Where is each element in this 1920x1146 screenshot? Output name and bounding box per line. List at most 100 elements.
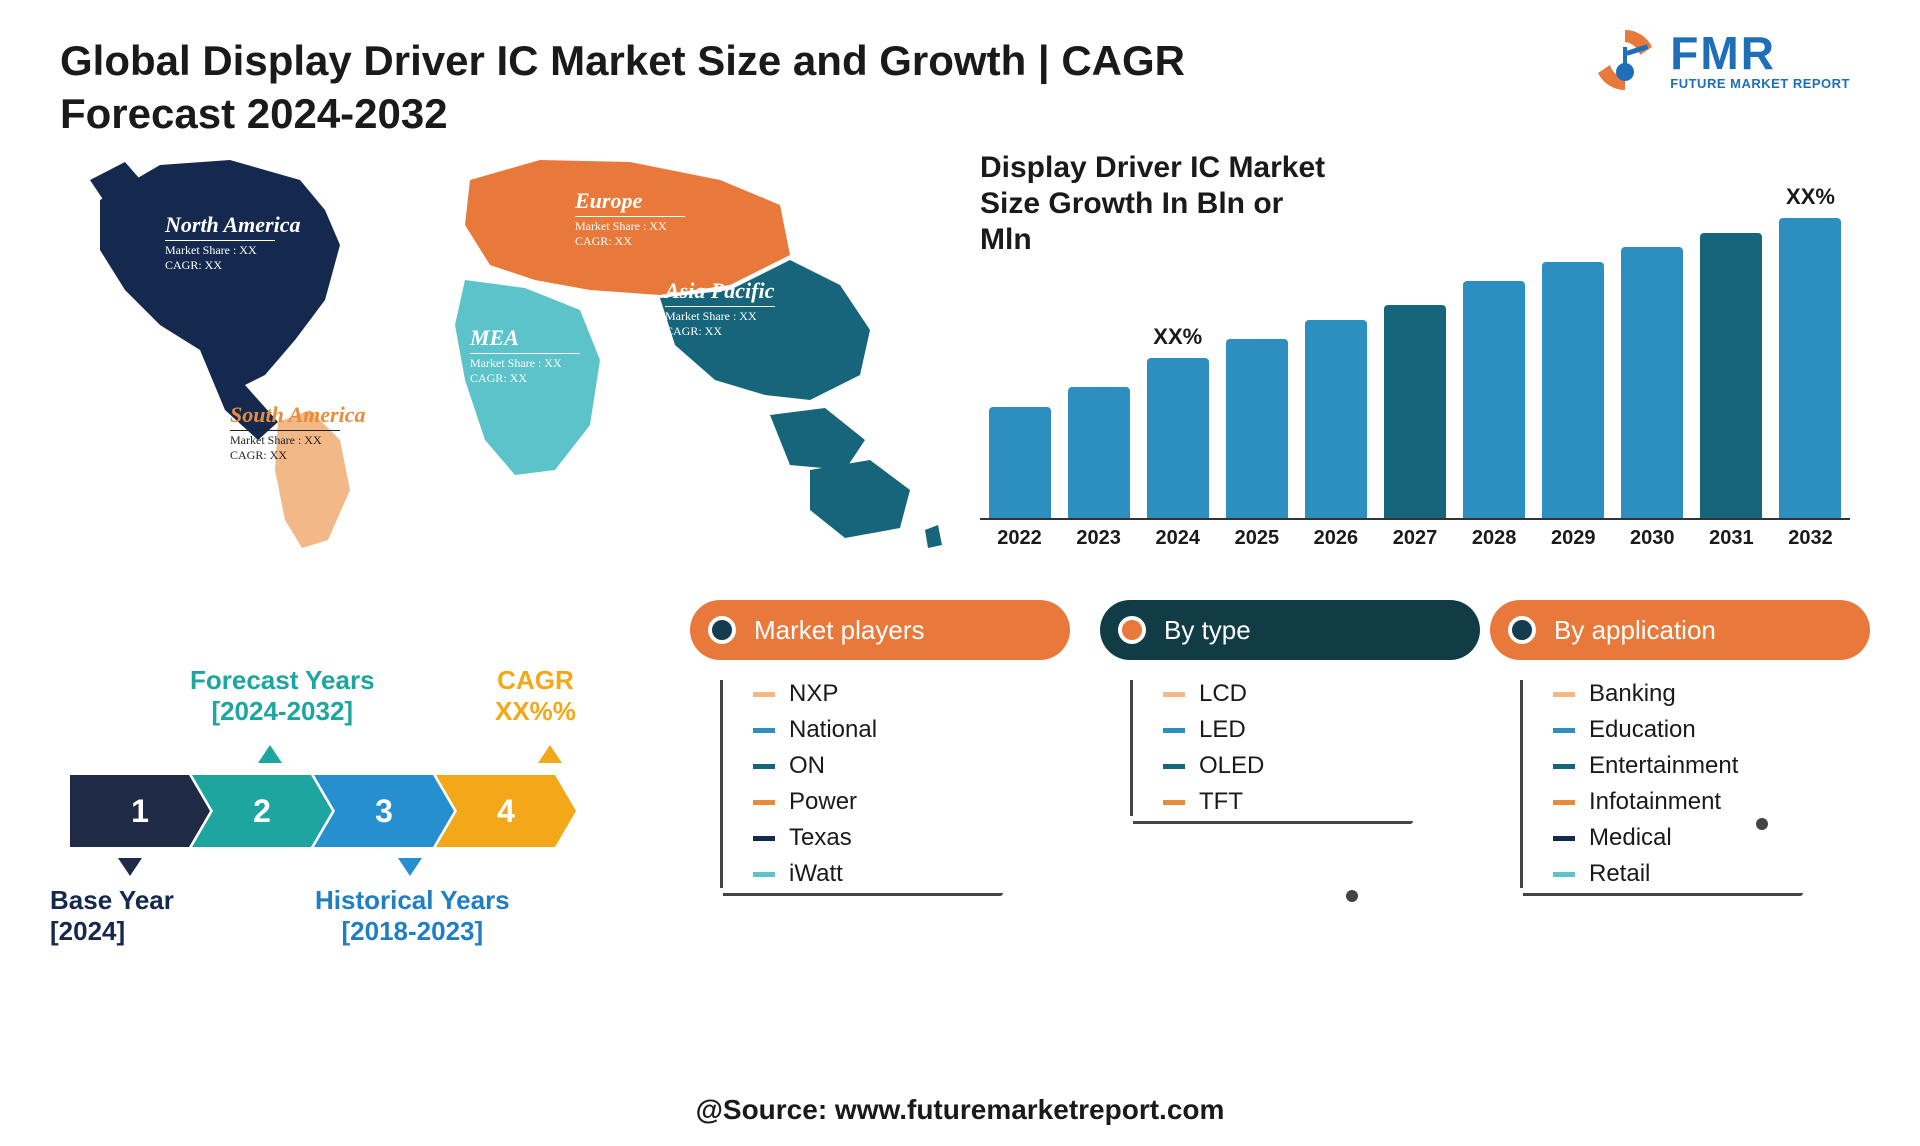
bar-2029: 2029 bbox=[1534, 262, 1613, 518]
tick-icon bbox=[1553, 764, 1575, 769]
bar-annotation: XX% bbox=[1786, 184, 1835, 210]
pill-dot-icon bbox=[1118, 616, 1146, 644]
tick-icon bbox=[1553, 872, 1575, 877]
forecast-years-label: Forecast Years [2024-2032] bbox=[190, 665, 375, 727]
list-item-label: ON bbox=[789, 752, 825, 780]
bar-2023: 2023 bbox=[1059, 387, 1138, 518]
bar-rect bbox=[1621, 247, 1683, 518]
bar-year-label: 2028 bbox=[1472, 527, 1517, 550]
bar-2032: 2032XX% bbox=[1771, 218, 1850, 518]
list-item: NXP bbox=[753, 680, 1070, 708]
arrow-up-icon bbox=[538, 745, 562, 763]
bar-year-label: 2025 bbox=[1235, 527, 1280, 550]
pill-dot-icon bbox=[708, 616, 736, 644]
list-item-label: Retail bbox=[1589, 860, 1650, 888]
bar-2027: 2027 bbox=[1375, 305, 1454, 518]
list-item: Entertainment bbox=[1553, 752, 1870, 780]
list-item: TFT bbox=[1163, 788, 1480, 816]
list-item: ON bbox=[753, 752, 1070, 780]
bar-rect bbox=[1542, 262, 1604, 518]
arrow-up-icon bbox=[258, 745, 282, 763]
bar-rect bbox=[1147, 358, 1209, 518]
list-item-label: Banking bbox=[1589, 680, 1676, 708]
world-map: North America Market Share : XX CAGR: XX… bbox=[70, 150, 950, 550]
timeline-step-1: 1 bbox=[70, 775, 210, 847]
bar-annotation: XX% bbox=[1153, 324, 1202, 350]
logo-icon bbox=[1590, 25, 1660, 95]
list-item-label: Education bbox=[1589, 716, 1696, 744]
tick-icon bbox=[1163, 764, 1185, 769]
bar-year-label: 2031 bbox=[1709, 527, 1754, 550]
category-title: By type bbox=[1164, 615, 1251, 646]
list-item: Retail bbox=[1553, 860, 1870, 888]
logo-brand: FMR bbox=[1670, 30, 1850, 76]
category-pill: By application bbox=[1490, 600, 1870, 660]
map-label-ap: Asia Pacific Market Share : XX CAGR: XX bbox=[665, 278, 775, 339]
list-item-label: Power bbox=[789, 788, 857, 816]
bar-year-label: 2029 bbox=[1551, 527, 1596, 550]
list-item: National bbox=[753, 716, 1070, 744]
tick-icon bbox=[1163, 692, 1185, 697]
tick-icon bbox=[1553, 728, 1575, 733]
list-item-label: LCD bbox=[1199, 680, 1247, 708]
tick-icon bbox=[1553, 800, 1575, 805]
tick-icon bbox=[753, 836, 775, 841]
category-list: NXPNationalONPowerTexasiWatt bbox=[720, 680, 1070, 888]
category-list: LCDLEDOLEDTFT bbox=[1130, 680, 1480, 816]
source-attribution: @Source: www.futuremarketreport.com bbox=[696, 1094, 1225, 1126]
bar-year-label: 2030 bbox=[1630, 527, 1675, 550]
tick-icon bbox=[1553, 692, 1575, 697]
page-title: Global Display Driver IC Market Size and… bbox=[60, 35, 1220, 140]
bar-rect bbox=[1226, 339, 1288, 518]
tick-icon bbox=[1553, 836, 1575, 841]
fmr-logo: FMR FUTURE MARKET REPORT bbox=[1590, 25, 1850, 95]
list-item: Education bbox=[1553, 716, 1870, 744]
bar-rect bbox=[1384, 305, 1446, 518]
category-pill: By type bbox=[1100, 600, 1480, 660]
arrow-down-icon bbox=[118, 858, 142, 876]
logo-subtitle: FUTURE MARKET REPORT bbox=[1670, 76, 1850, 91]
map-label-mea: MEA Market Share : XX CAGR: XX bbox=[470, 325, 580, 386]
cagr-label: CAGR XX%% bbox=[495, 665, 576, 727]
bar-year-label: 2022 bbox=[997, 527, 1042, 550]
list-item-label: Medical bbox=[1589, 824, 1672, 852]
bar-year-label: 2027 bbox=[1393, 527, 1438, 550]
list-item: Banking bbox=[1553, 680, 1870, 708]
category-players: Market playersNXPNationalONPowerTexasiWa… bbox=[690, 600, 1070, 896]
category-title: By application bbox=[1554, 615, 1716, 646]
bar-rect bbox=[1463, 281, 1525, 518]
tick-icon bbox=[753, 764, 775, 769]
bar-2025: 2025 bbox=[1217, 339, 1296, 518]
bar-rect bbox=[1779, 218, 1841, 518]
list-item: Power bbox=[753, 788, 1070, 816]
list-item: Texas bbox=[753, 824, 1070, 852]
category-application: By application Banking Education Entertainm… bbox=[1490, 600, 1870, 896]
tick-icon bbox=[1163, 728, 1185, 733]
bar-rect bbox=[1068, 387, 1130, 518]
list-item-label: TFT bbox=[1199, 788, 1243, 816]
map-label-na: North America Market Share : XX CAGR: XX bbox=[165, 212, 300, 273]
bar-2028: 2028 bbox=[1455, 281, 1534, 518]
base-year-label: Base Year [2024] bbox=[50, 885, 174, 947]
bar-year-label: 2023 bbox=[1076, 527, 1121, 550]
timeline-step-2: 2 bbox=[192, 775, 332, 847]
bar-2022: 2022 bbox=[980, 407, 1059, 518]
timeline-step-3: 3 bbox=[314, 775, 454, 847]
bar-year-label: 2024 bbox=[1155, 527, 1200, 550]
bar-rect bbox=[989, 407, 1051, 518]
list-item: LED bbox=[1163, 716, 1480, 744]
map-label-sa: South America Market Share : XX CAGR: XX bbox=[230, 402, 366, 463]
historical-years-label: Historical Years [2018-2023] bbox=[315, 885, 510, 947]
tick-icon bbox=[1163, 800, 1185, 805]
list-item-label: Entertainment bbox=[1589, 752, 1738, 780]
growth-bar-chart: Display Driver IC Market Size Growth In … bbox=[980, 150, 1850, 560]
pill-dot-icon bbox=[1508, 616, 1536, 644]
list-item: LCD bbox=[1163, 680, 1480, 708]
timeline-step-4: 4 bbox=[436, 775, 576, 847]
map-label-eu: Europe Market Share : XX CAGR: XX bbox=[575, 188, 685, 249]
list-item-label: NXP bbox=[789, 680, 838, 708]
timeline-legend: Forecast Years [2024-2032] CAGR XX%% 123… bbox=[60, 610, 650, 930]
bar-2026: 2026 bbox=[1296, 320, 1375, 518]
arrow-down-icon bbox=[398, 858, 422, 876]
bar-year-label: 2032 bbox=[1788, 527, 1833, 550]
